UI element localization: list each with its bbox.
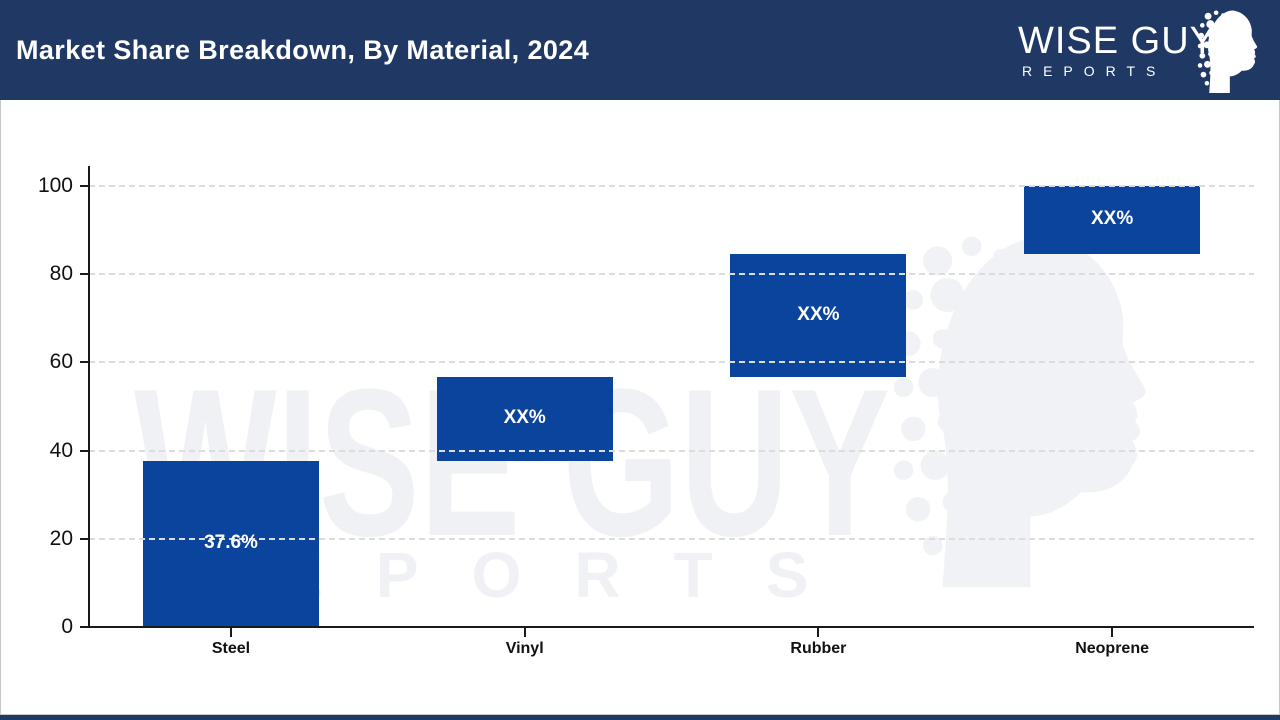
y-tick-mark <box>80 361 89 364</box>
logo-wordmark-line2: REPORTS <box>1021 63 1167 79</box>
grid-line <box>89 361 1254 364</box>
bar-steel <box>143 461 319 627</box>
wiseguy-head-icon <box>1197 10 1258 93</box>
logo-wordmark: WISE GUY REPORTS <box>1018 22 1216 78</box>
x-category-label: Neoprene <box>1075 640 1149 657</box>
y-tick-mark <box>80 273 89 276</box>
x-category-label: Vinyl <box>505 640 544 657</box>
bar-neoprene <box>1024 186 1201 254</box>
x-axis-line <box>87 626 1254 628</box>
x-tick-mark <box>817 628 820 637</box>
y-tick-mark <box>80 185 89 187</box>
grid-line <box>89 273 1254 276</box>
footer-bar <box>0 715 1280 720</box>
y-axis-line <box>88 166 90 628</box>
bar-value-label: 37.6% <box>204 532 258 554</box>
grid-line <box>89 537 1254 540</box>
y-tick-mark <box>80 449 89 452</box>
y-tick-label: 60 <box>49 350 73 374</box>
y-tick-label: 20 <box>49 526 73 550</box>
wiseguy-logo: WISE GUY REPORTS <box>1018 7 1270 93</box>
watermark-head-icon <box>893 236 1146 587</box>
x-category-label: Rubber <box>790 640 847 657</box>
bar-vinyl <box>436 377 613 462</box>
y-tick-label: 0 <box>61 615 73 638</box>
bar-value-label: XX% <box>797 303 840 325</box>
grid-line <box>89 449 1254 452</box>
y-tick-label: 100 <box>37 174 73 197</box>
chart-area: WISE GUY REPORTS 0 20 40 60 80 100 37.6% Steel X… <box>0 100 1280 715</box>
x-category-label: Steel <box>211 640 251 657</box>
y-tick-mark <box>80 537 89 540</box>
grid-line <box>89 185 1254 187</box>
logo-wordmark-line1: WISE GUY <box>1017 20 1216 62</box>
x-tick-mark <box>523 628 526 637</box>
x-tick-mark <box>230 628 232 637</box>
y-tick-label: 40 <box>49 438 73 462</box>
header-bar: Market Share Breakdown, By Material, 202… <box>0 0 1280 100</box>
bar-value-label: XX% <box>503 407 546 429</box>
page-title: Market Share Breakdown, By Material, 202… <box>16 34 590 65</box>
x-tick-mark <box>1111 628 1114 637</box>
bar-value-label: XX% <box>1090 207 1134 229</box>
y-tick-mark <box>80 626 89 628</box>
y-tick-label: 80 <box>49 262 73 286</box>
